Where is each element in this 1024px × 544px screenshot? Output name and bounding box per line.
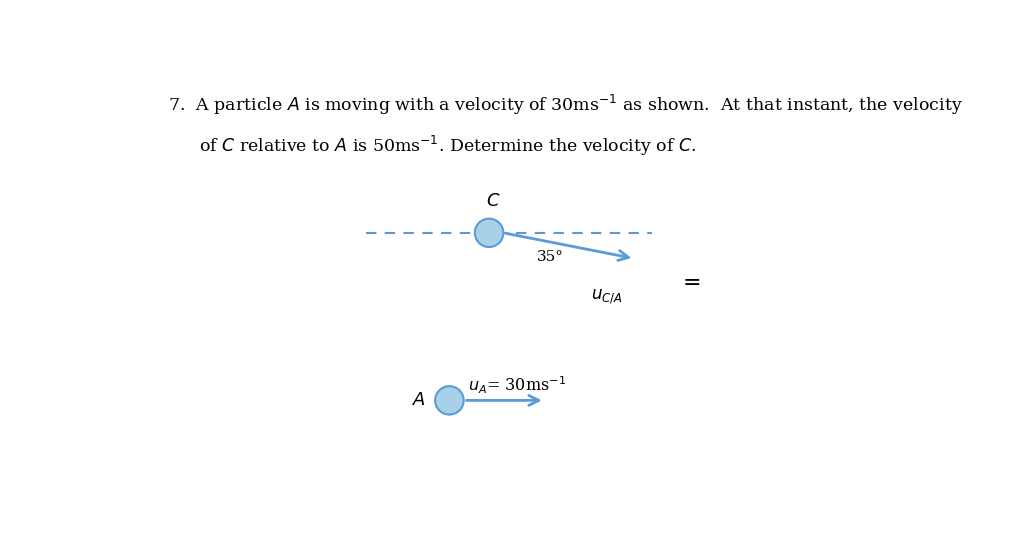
Ellipse shape [475,219,504,247]
Text: $\mathit{A}$: $\mathit{A}$ [412,391,426,410]
Text: of $\mathit{C}$ relative to $\mathit{A}$ is 50ms$^{-1}$. Determine the velocity : of $\mathit{C}$ relative to $\mathit{A}$… [200,134,696,158]
Ellipse shape [435,386,464,415]
Text: =: = [682,272,700,294]
Text: $\mathit{u}$$_{\mathit{C/A}}$: $\mathit{u}$$_{\mathit{C/A}}$ [591,288,623,306]
Text: 7.  A particle $\mathit{A}$ is moving with a velocity of 30ms$^{-1}$ as shown.  : 7. A particle $\mathit{A}$ is moving wit… [168,92,963,116]
Text: $\mathit{C}$: $\mathit{C}$ [485,192,501,210]
Text: 35°: 35° [537,250,563,264]
Text: $\mathit{u}_\mathit{A}$= 30ms$^{-1}$: $\mathit{u}_\mathit{A}$= 30ms$^{-1}$ [468,375,565,396]
